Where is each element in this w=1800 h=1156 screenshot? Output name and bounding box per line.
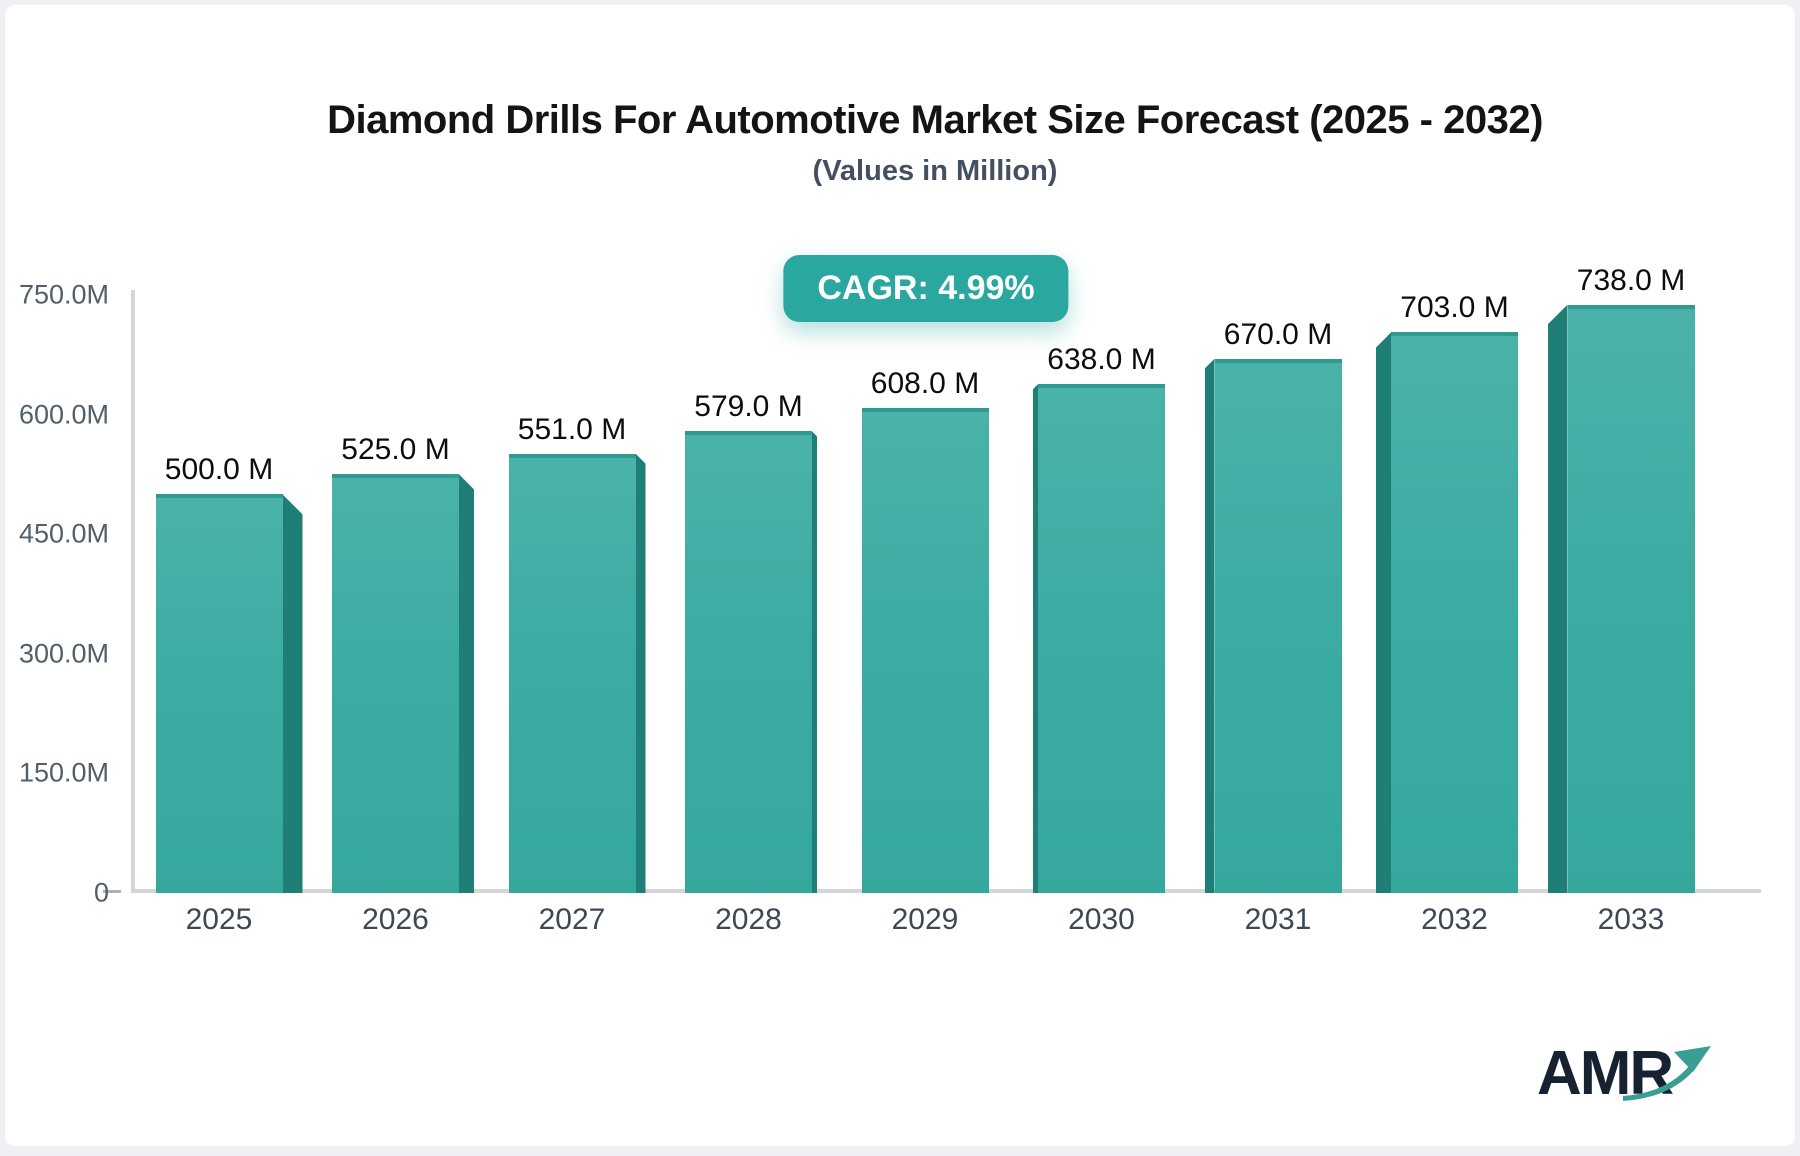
bar-value-label: 500.0 M [164, 453, 274, 487]
bar-3d-side [1033, 384, 1038, 893]
bar-2026 [332, 474, 459, 893]
x-axis-tick-label: 2033 [1597, 903, 1665, 936]
bar-2027 [508, 453, 636, 893]
x-axis-tick-label: 2031 [1244, 903, 1312, 936]
bar-value-label: 738.0 M [1576, 263, 1686, 297]
y-axis-tick-label: 750.0M [18, 279, 109, 310]
cagr-badge: CAGR: 4.99% [783, 255, 1069, 322]
brand-logo-text: AMR [1537, 1039, 1674, 1108]
y-axis-tick-label: 150.0M [18, 757, 109, 788]
bar-2030 [1038, 384, 1165, 893]
bar-2029 [861, 408, 989, 893]
chart-subtitle: (Values in Million) [812, 155, 1058, 187]
y-axis-line [131, 290, 135, 893]
bar-2031 [1214, 358, 1342, 893]
bar-3d-side [1204, 358, 1215, 893]
bar-value-label: 608.0 M [870, 367, 980, 401]
x-axis-tick-label: 2030 [1068, 903, 1135, 936]
bar-value-label: 638.0 M [1047, 343, 1156, 377]
x-axis-tick-label: 2027 [538, 903, 606, 936]
x-axis-tick-label: 2028 [715, 903, 782, 936]
bar-value-label: 525.0 M [341, 433, 450, 467]
bar-3d-side [1547, 304, 1568, 893]
bar-2025 [155, 494, 283, 893]
chart-card: Diamond Drills For Automotive Market Siz… [5, 5, 1795, 1146]
bar-3d-side [282, 494, 303, 893]
bar-3d-side [635, 453, 646, 893]
x-axis-tick-label: 2032 [1421, 903, 1488, 936]
y-axis-tick-label: 0 [93, 877, 109, 908]
bar-value-label: 551.0 M [517, 412, 627, 446]
y-axis-tick-label: 300.0M [18, 638, 109, 669]
bar-value-label: 703.0 M [1400, 291, 1509, 325]
bar-value-label: 579.0 M [694, 390, 803, 424]
bar-2033 [1567, 304, 1695, 893]
bar-2032 [1391, 332, 1518, 893]
bar-value-label: 670.0 M [1223, 317, 1333, 351]
y-axis-tick-label: 450.0M [18, 518, 109, 549]
growth-arrow-icon [1623, 1046, 1711, 1101]
brand-logo: AMR [1537, 1038, 1717, 1113]
chart-title: Diamond Drills For Automotive Market Siz… [327, 98, 1543, 142]
bar-3d-side [459, 474, 474, 893]
bar-3d-side [812, 431, 817, 893]
x-axis-tick-label: 2026 [362, 903, 429, 936]
bar-3d-side [1376, 332, 1391, 893]
bar-2028 [685, 431, 812, 893]
zero-tick-mark [103, 890, 121, 893]
y-axis-tick-label: 600.0M [18, 399, 109, 430]
x-axis-tick-label: 2025 [185, 903, 253, 936]
x-axis-tick-label: 2029 [891, 903, 959, 936]
